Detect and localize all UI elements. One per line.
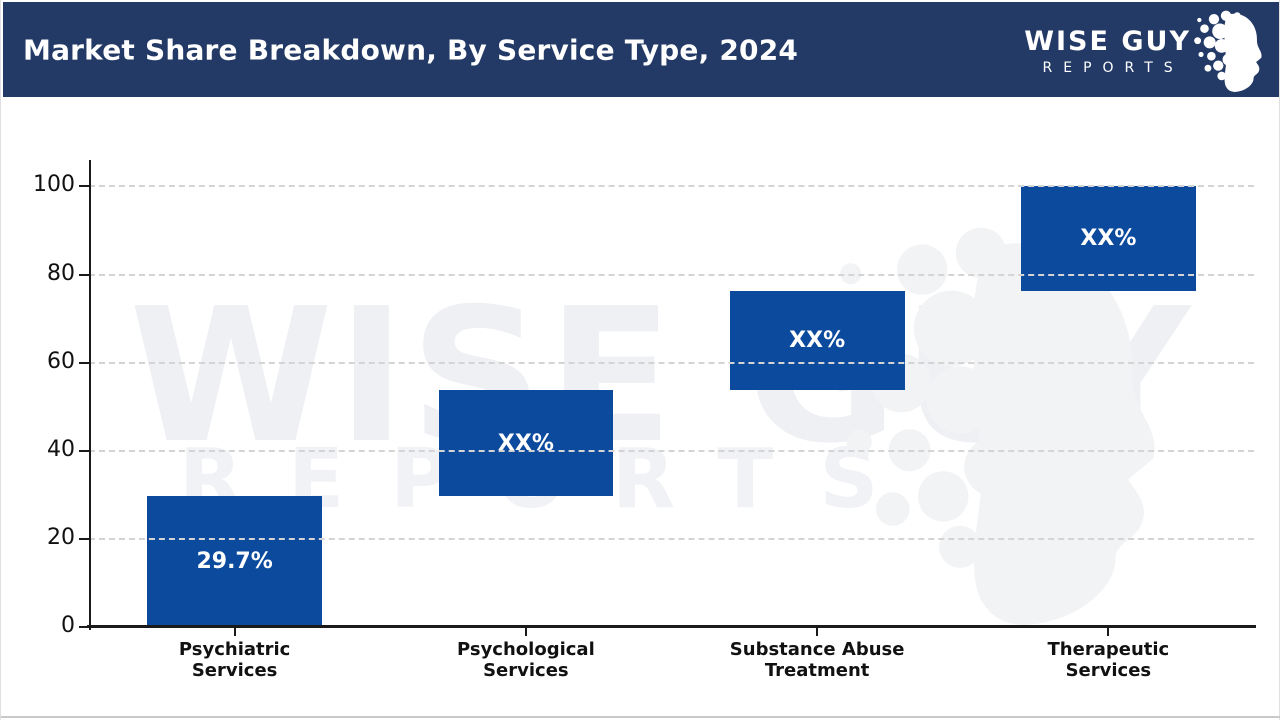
logo-subtext: REPORTS (1042, 59, 1184, 76)
bar-value-label: XX% (497, 430, 554, 456)
x-axis-label: Psychological Services (456, 639, 595, 681)
gridline (89, 273, 1254, 276)
bar-value-label: 29.7% (196, 549, 273, 575)
y-axis-spine (89, 160, 91, 630)
bottom-border-line (1, 716, 1280, 718)
page-title: Market Share Breakdown, By Service Type,… (23, 33, 799, 66)
x-axis-label: Psychiatric Services (178, 639, 291, 681)
bar-value-label: XX% (1080, 226, 1137, 252)
bar-value-label: XX% (789, 328, 846, 354)
x-tick (524, 628, 527, 636)
x-axis-label: Substance Abuse Treatment (729, 639, 905, 681)
y-tick (79, 626, 89, 628)
dotted-head-profile-icon (1194, 10, 1262, 92)
y-tick (79, 537, 89, 540)
y-tick-label: 60 (47, 348, 75, 374)
logo-wordmark: WISE GUY (1024, 25, 1191, 57)
x-tick (1107, 628, 1110, 636)
gridline (89, 185, 1254, 188)
x-tick (816, 628, 819, 636)
y-tick-label: 0 (61, 613, 75, 638)
y-tick (79, 449, 89, 452)
header-bar: Market Share Breakdown, By Service Type,… (3, 2, 1279, 97)
y-tick (79, 273, 89, 276)
brand-logo: WISE GUY REPORTS (1024, 8, 1265, 94)
x-axis-spine (87, 625, 1256, 628)
gridline (89, 361, 1254, 364)
bar: XX% (729, 291, 905, 390)
x-tick (233, 628, 236, 636)
plot-area: 0 20 40 60 80 100 29.7% Psychiatric Services XX%… (33, 160, 1256, 681)
bar: XX% (438, 389, 614, 497)
y-tick-label: 80 (47, 260, 75, 286)
y-tick-label: 20 (47, 524, 75, 550)
y-tick (79, 185, 89, 188)
gridline (89, 449, 1254, 452)
y-tick-label: 100 (33, 172, 75, 198)
y-tick-label: 40 (47, 436, 75, 462)
bar: 29.7% (147, 496, 322, 627)
logo-wordmark-block: WISE GUY REPORTS (1024, 25, 1191, 76)
gridline (89, 537, 1254, 540)
x-axis-label: Therapeutic Services (1047, 639, 1170, 681)
y-tick (79, 361, 89, 364)
